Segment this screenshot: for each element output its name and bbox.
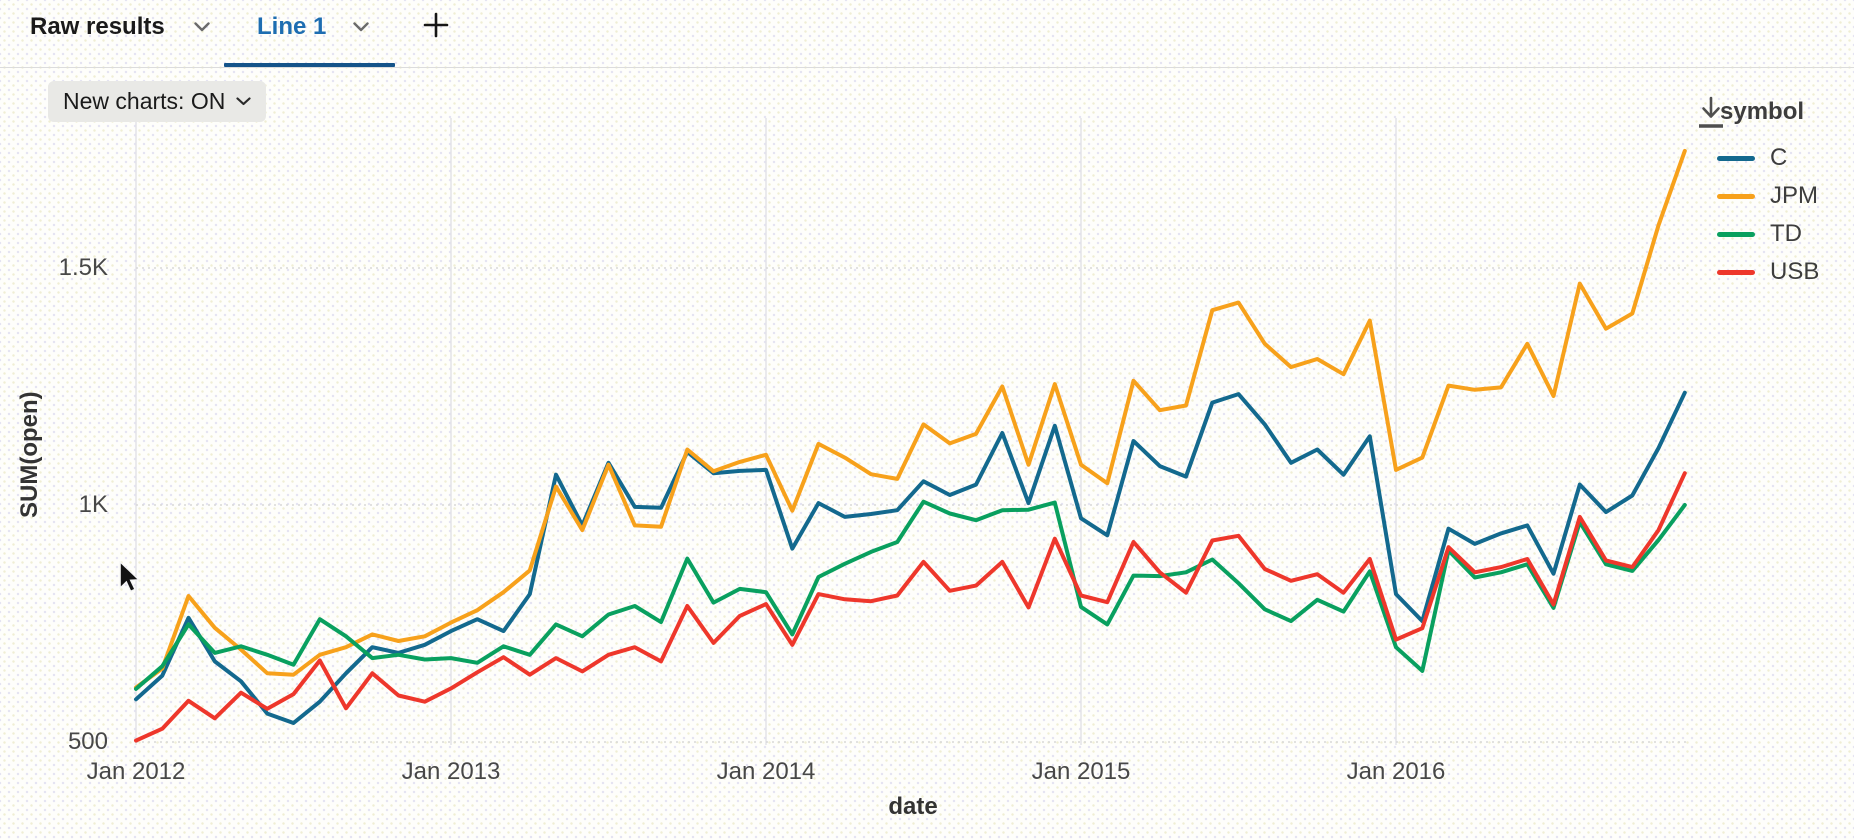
add-tab-button[interactable] (419, 8, 453, 42)
legend-swatch-icon (1717, 155, 1755, 161)
legend-swatch-icon (1717, 231, 1755, 237)
tab-bar: Raw results Line 1 (0, 0, 1854, 68)
y-axis-title: SUM(open) (16, 391, 43, 518)
new-charts-toggle-button[interactable]: New charts: ON (48, 81, 267, 122)
chart-legend: symbol C JPM TD USB (1717, 98, 1849, 291)
x-axis-tick-label: Jan 2013 (401, 758, 501, 785)
legend-swatch-icon (1717, 269, 1755, 275)
legend-swatch-icon (1717, 193, 1755, 199)
x-axis-tick-label: Jan 2012 (86, 758, 186, 785)
download-icon (1699, 96, 1723, 128)
legend-item-label: C (1770, 144, 1788, 171)
chevron-down-icon[interactable] (353, 22, 369, 32)
new-charts-toggle-label: New charts: ON (63, 88, 226, 114)
download-chart-button[interactable] (1690, 92, 1732, 134)
plus-icon (423, 12, 449, 38)
series-line-td[interactable] (134, 499, 1687, 691)
active-tab-underline (224, 63, 395, 67)
tab-line-1[interactable]: Line 1 (257, 12, 369, 42)
legend-title: symbol (1720, 98, 1805, 125)
series-line-c[interactable] (134, 390, 1687, 725)
tab-raw-results[interactable]: Raw results (30, 12, 210, 42)
legend-item-usb[interactable]: USB (1717, 253, 1849, 291)
legend-item-jpm[interactable]: JPM (1717, 177, 1849, 215)
y-axis-tick-label: 500 (67, 728, 108, 755)
mouse-cursor (117, 560, 143, 598)
legend-item-label: JPM (1770, 182, 1818, 209)
x-axis-title: date (888, 793, 938, 820)
legend-item-label: TD (1770, 220, 1802, 247)
series-line-usb[interactable] (134, 471, 1687, 743)
y-axis-tick-label: 1.5K (58, 254, 108, 281)
legend-items: C JPM TD USB (1717, 139, 1849, 291)
legend-item-td[interactable]: TD (1717, 215, 1849, 253)
legend-item-label: USB (1770, 258, 1820, 285)
x-axis-tick-label: Jan 2015 (1031, 758, 1131, 785)
x-axis-tick-label: Jan 2014 (716, 758, 816, 785)
legend-item-c[interactable]: C (1717, 139, 1849, 177)
tab-line-1-label: Line 1 (257, 13, 327, 40)
y-axis-tick-label: 1K (78, 491, 108, 518)
chevron-down-icon (236, 97, 251, 106)
series-line-jpm[interactable] (134, 148, 1687, 690)
x-axis-tick-label: Jan 2016 (1346, 758, 1446, 785)
tab-raw-results-label: Raw results (30, 13, 165, 40)
chevron-down-icon[interactable] (194, 22, 210, 32)
